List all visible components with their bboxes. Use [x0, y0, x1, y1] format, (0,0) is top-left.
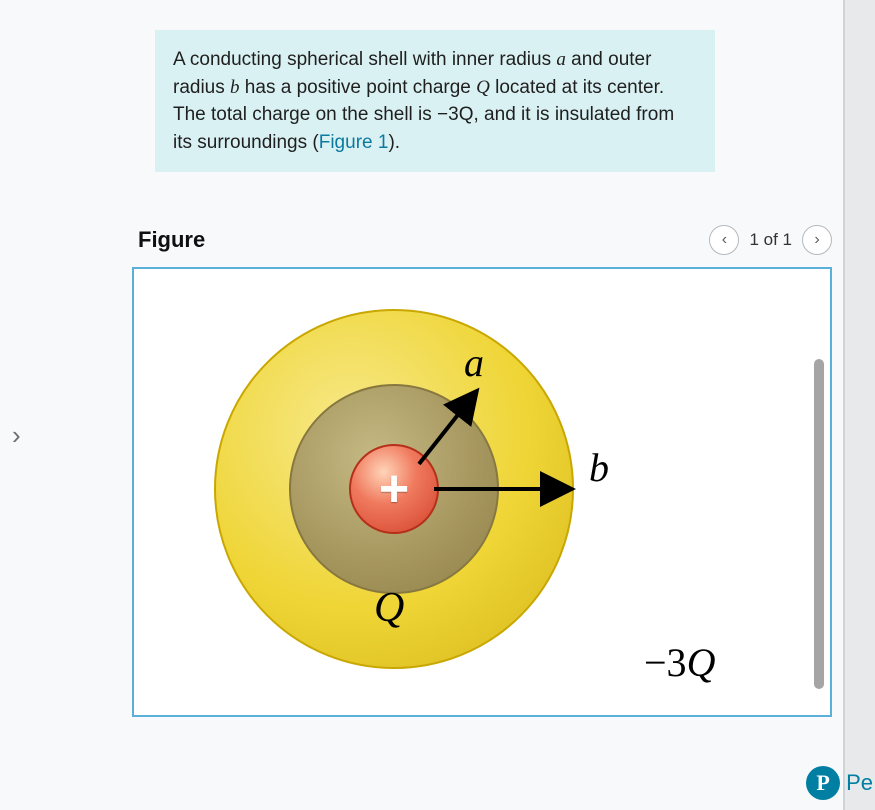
plus-icon: +	[379, 463, 409, 515]
label-neg3Q: −3Q	[644, 639, 715, 686]
label-Q: Q	[374, 584, 404, 632]
spherical-shell-diagram: + a b Q	[194, 289, 594, 689]
var-Q: Q	[476, 77, 490, 98]
neg3Q-prefix: −3	[644, 640, 687, 685]
problem-text: ).	[388, 132, 400, 153]
figure-label: Figure	[138, 227, 205, 253]
figure-counter: 1 of 1	[749, 230, 792, 250]
charge-value: −3Q	[437, 104, 473, 125]
collapse-chevron-icon[interactable]: ›	[12, 420, 21, 451]
pearson-badge[interactable]: P Pe	[806, 766, 873, 800]
figure-prev-button[interactable]: ‹	[709, 225, 739, 255]
problem-text: A conducting spherical shell with inner …	[173, 49, 556, 70]
neg3Q-var: Q	[687, 640, 716, 685]
figure-link[interactable]: Figure 1	[319, 132, 389, 153]
pearson-text: Pe	[846, 770, 873, 796]
var-b: b	[230, 77, 240, 98]
content-panel: › A conducting spherical shell with inne…	[0, 0, 845, 810]
label-a: a	[464, 339, 484, 386]
figure-section: Figure ‹ 1 of 1 › +	[130, 225, 840, 717]
figure-next-button[interactable]: ›	[802, 225, 832, 255]
problem-statement: A conducting spherical shell with inner …	[155, 30, 715, 172]
problem-text: has a positive point charge	[240, 77, 477, 98]
figure-scrollbar[interactable]	[814, 359, 824, 689]
figure-frame: + a b Q −3Q ➤	[132, 267, 832, 717]
label-b: b	[589, 444, 609, 491]
pearson-logo-icon: P	[806, 766, 840, 800]
figure-header: Figure ‹ 1 of 1 ›	[130, 225, 840, 267]
figure-nav: ‹ 1 of 1 ›	[709, 225, 832, 255]
point-charge: +	[349, 444, 439, 534]
var-a: a	[556, 49, 566, 70]
